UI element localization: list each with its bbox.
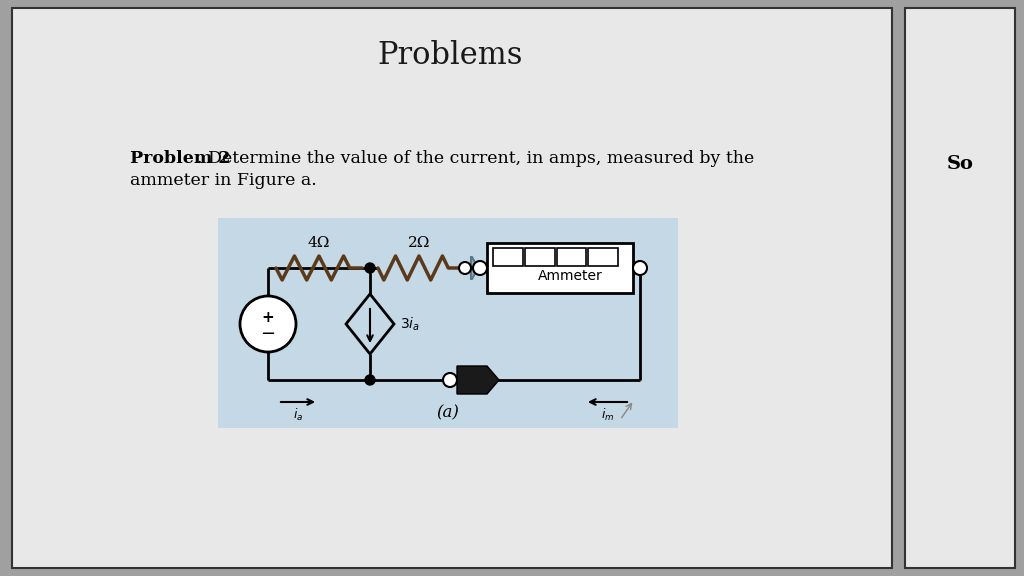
Bar [905, 8, 1015, 568]
Bar [493, 248, 523, 266]
Text: +: + [261, 310, 274, 325]
Text: ammeter in Figure a.: ammeter in Figure a. [130, 172, 316, 189]
Text: $3i_a$: $3i_a$ [400, 315, 420, 333]
Text: Problem 2: Problem 2 [130, 150, 230, 167]
Circle shape [443, 373, 457, 387]
Bar [487, 243, 633, 293]
Text: Problems: Problems [377, 40, 522, 70]
Polygon shape [471, 257, 478, 279]
Polygon shape [457, 366, 499, 394]
Text: So: So [946, 155, 974, 173]
Circle shape [240, 296, 296, 352]
Text: Ammeter: Ammeter [538, 269, 602, 283]
Circle shape [473, 261, 487, 275]
Text: (a): (a) [436, 404, 460, 422]
Text: −: − [260, 325, 275, 343]
Bar [218, 218, 678, 428]
Text: . Determine the value of the current, in amps, measured by the: . Determine the value of the current, in… [197, 150, 755, 167]
Circle shape [459, 262, 471, 274]
Text: 4Ω: 4Ω [308, 236, 330, 250]
Bar [524, 248, 555, 266]
Circle shape [365, 263, 375, 273]
Bar [557, 248, 587, 266]
Text: $i_m$: $i_m$ [601, 407, 614, 423]
Bar [12, 8, 892, 568]
Bar [589, 248, 618, 266]
Text: 2Ω: 2Ω [408, 236, 430, 250]
Text: $i_a$: $i_a$ [293, 407, 303, 423]
Circle shape [633, 261, 647, 275]
Circle shape [365, 375, 375, 385]
